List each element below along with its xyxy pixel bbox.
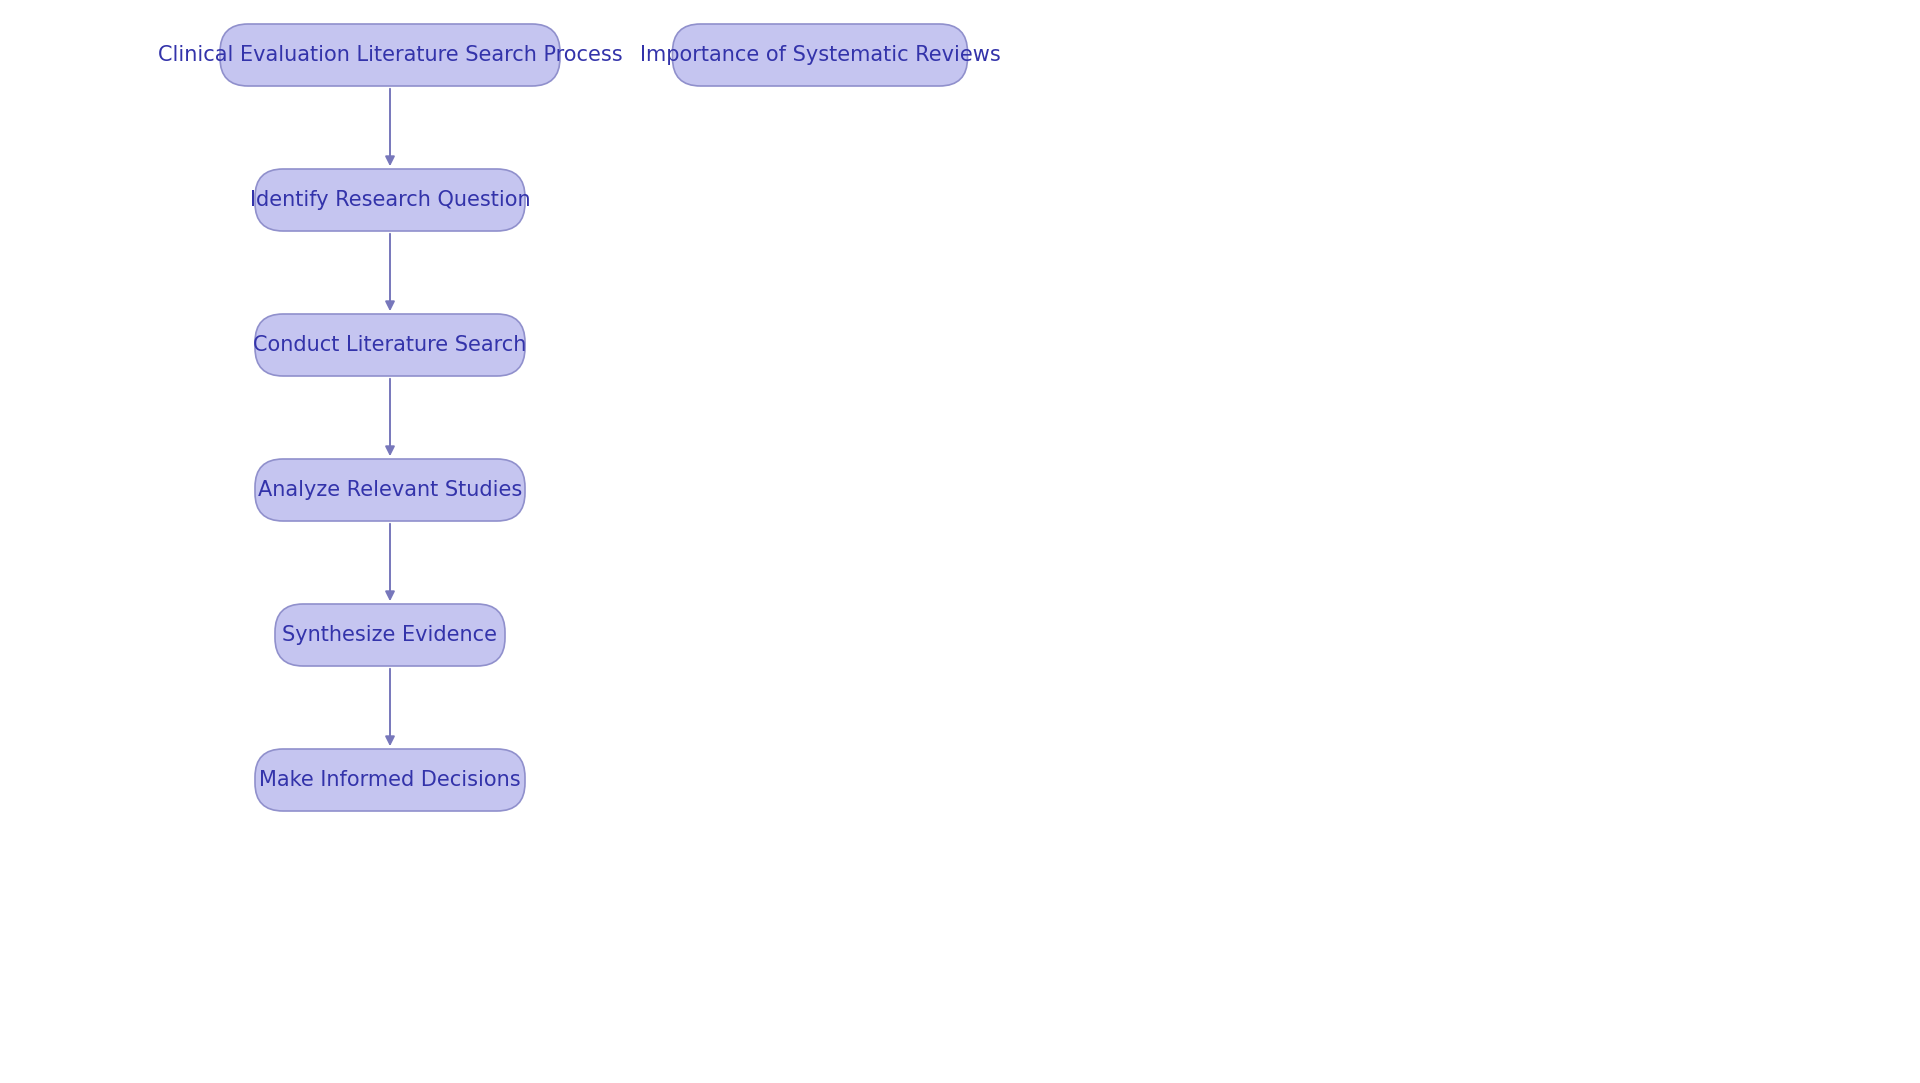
FancyBboxPatch shape xyxy=(255,459,524,521)
Text: Analyze Relevant Studies: Analyze Relevant Studies xyxy=(257,480,522,500)
FancyBboxPatch shape xyxy=(221,24,561,86)
FancyBboxPatch shape xyxy=(255,314,524,376)
Text: Identify Research Question: Identify Research Question xyxy=(250,190,530,210)
Text: Clinical Evaluation Literature Search Process: Clinical Evaluation Literature Search Pr… xyxy=(157,45,622,65)
FancyBboxPatch shape xyxy=(255,749,524,811)
Text: Conduct Literature Search: Conduct Literature Search xyxy=(253,335,526,355)
Text: Importance of Systematic Reviews: Importance of Systematic Reviews xyxy=(639,45,1000,65)
FancyBboxPatch shape xyxy=(255,169,524,231)
Text: Synthesize Evidence: Synthesize Evidence xyxy=(282,625,497,645)
FancyBboxPatch shape xyxy=(275,604,505,666)
Text: Make Informed Decisions: Make Informed Decisions xyxy=(259,770,520,790)
FancyBboxPatch shape xyxy=(672,24,968,86)
